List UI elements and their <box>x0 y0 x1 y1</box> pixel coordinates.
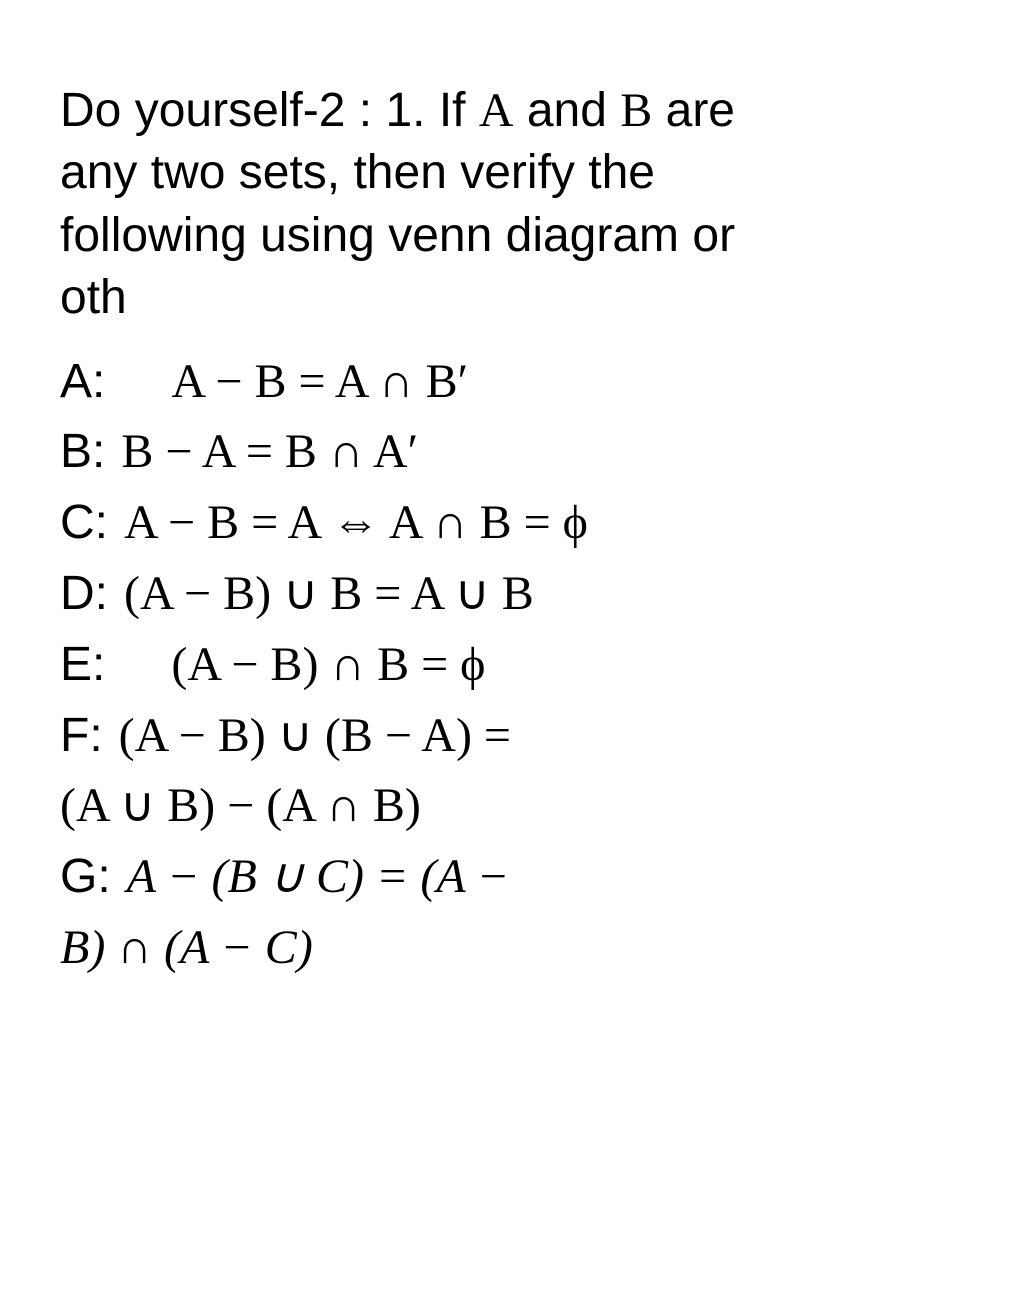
option-A-math: A − B = A ∩ B′ <box>171 350 468 415</box>
intro-B: B <box>620 84 652 137</box>
option-G-label: G: <box>60 845 111 910</box>
option-A-label: A: <box>60 350 105 415</box>
option-C-label: C: <box>60 491 108 556</box>
option-G-math: A − (B ∪ C) = (A − <box>127 845 510 910</box>
option-C: C: A − B = A ⇔ A ∩ B = ϕ <box>60 491 964 556</box>
option-F-cont: (A ∪ B) − (A ∩ B) <box>60 774 964 839</box>
option-E: E: (A − B) ∩ B = ϕ <box>60 633 964 698</box>
question-block: Do yourself-2 : 1. If A and B are any tw… <box>60 80 964 981</box>
option-F: F: (A − B) ∪ (B − A) = <box>60 704 964 769</box>
option-B-label: B: <box>60 420 105 485</box>
option-B: B: B − A = B ∩ A′ <box>60 420 964 485</box>
option-F-math: (A − B) ∪ (B − A) = <box>119 704 511 769</box>
intro-line1-mid: and <box>514 84 621 137</box>
option-D-math: (A − B) ∪ B = A ∪ B <box>124 562 534 627</box>
option-C-math: A − B = A ⇔ A ∩ B = ϕ <box>124 491 588 556</box>
intro-line4: oth <box>60 271 127 324</box>
intro-line1-pre: Do yourself-2 : 1. If <box>60 84 479 137</box>
option-D: D: (A − B) ∪ B = A ∪ B <box>60 562 964 627</box>
option-E-label: E: <box>60 633 105 698</box>
option-G: G: A − (B ∪ C) = (A − <box>60 845 964 910</box>
option-E-math: (A − B) ∩ B = ϕ <box>171 633 485 698</box>
option-D-label: D: <box>60 562 108 627</box>
intro-text: Do yourself-2 : 1. If A and B are any tw… <box>60 80 964 330</box>
intro-line3: following using venn diagram or <box>60 209 735 262</box>
intro-line2: any two sets, then verify the <box>60 146 655 199</box>
option-B-math: B − A = B ∩ A′ <box>121 420 418 485</box>
intro-A: A <box>479 84 514 137</box>
option-G-cont: B) ∩ (A − C) <box>60 916 964 981</box>
option-A: A: A − B = A ∩ B′ <box>60 350 964 415</box>
intro-line1-post: are <box>652 84 735 137</box>
option-F-label: F: <box>60 704 103 769</box>
